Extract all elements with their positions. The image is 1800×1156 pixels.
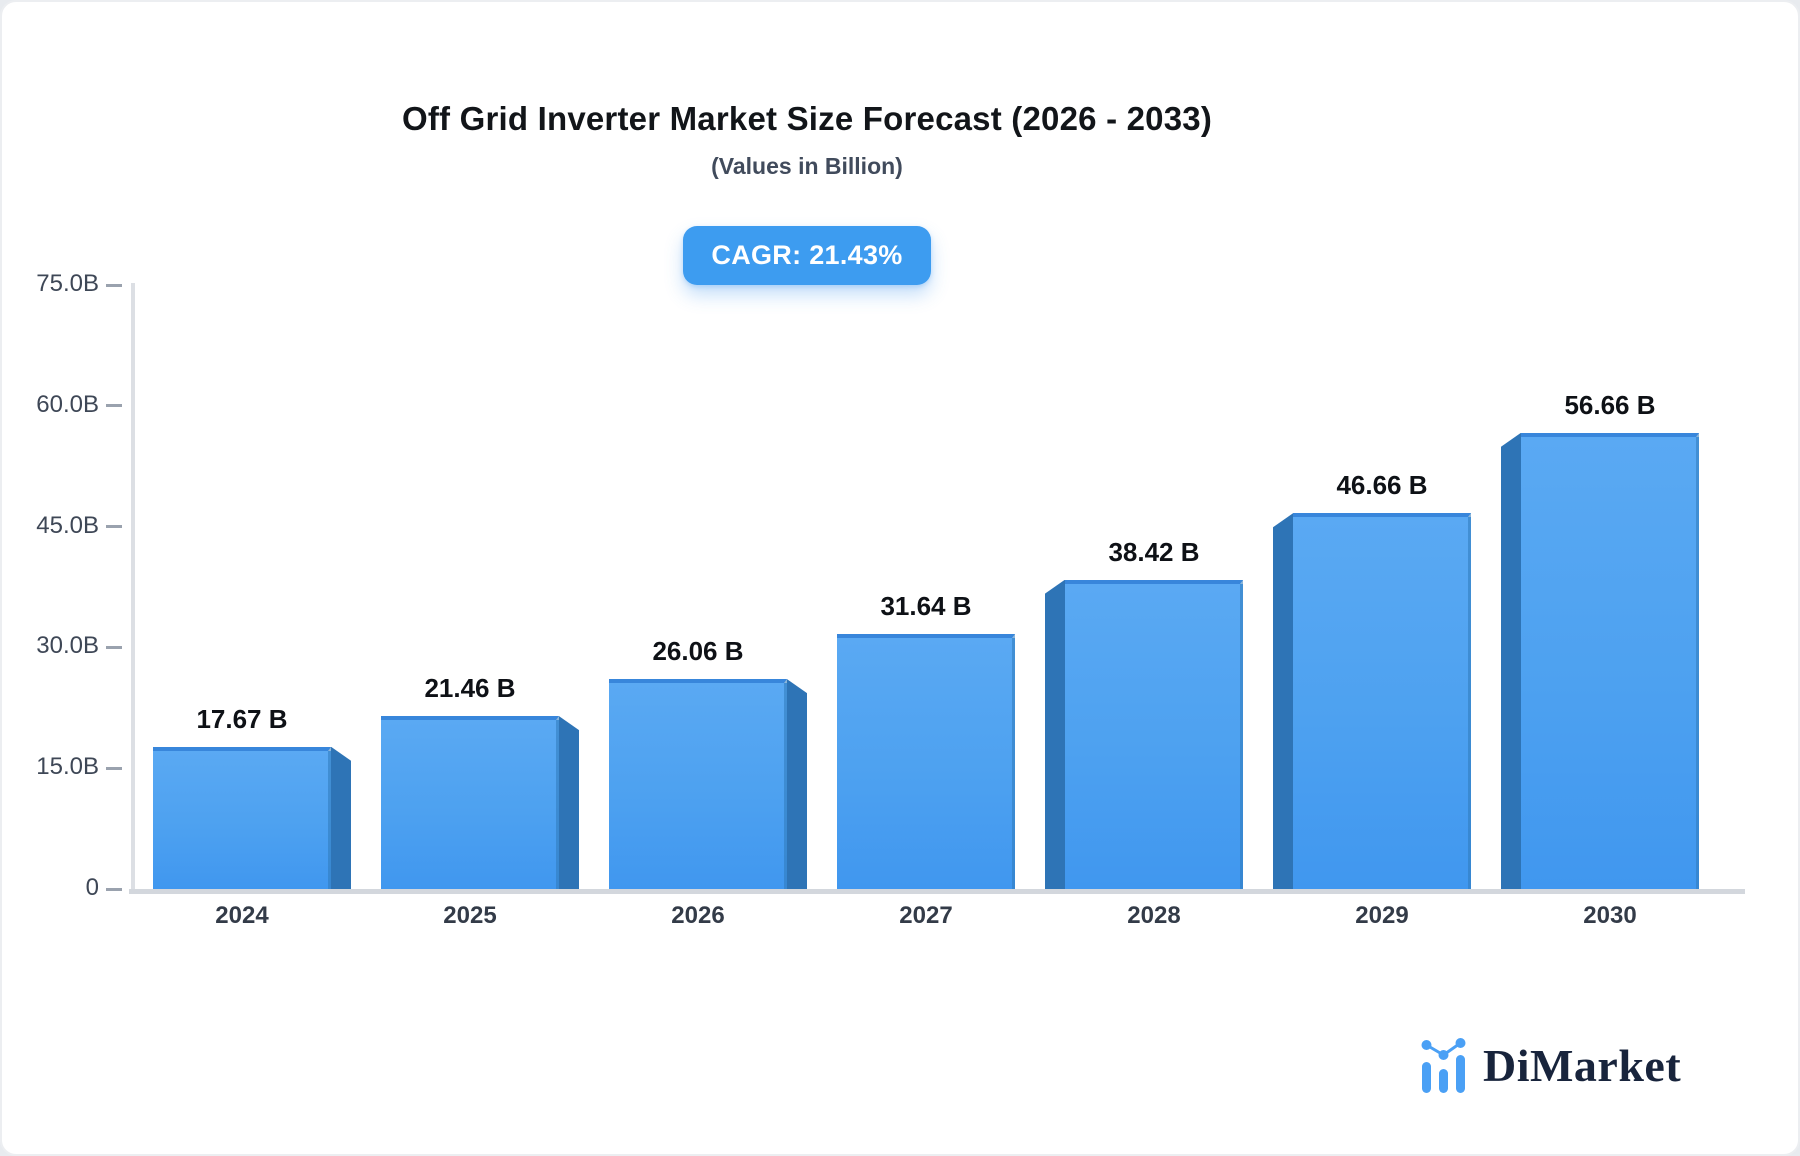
chart-title: Off Grid Inverter Market Size Forecast (… [401, 100, 1213, 137]
y-axis-tick-label: 30.0B [36, 632, 99, 660]
y-axis-tick-label: 15.0B [36, 753, 99, 781]
y-axis-tick [106, 525, 122, 529]
x-axis-baseline [129, 889, 1745, 894]
y-axis-tick-label: 60.0B [36, 390, 99, 418]
x-axis-label: 2025 [443, 902, 497, 929]
x-axis-label: 2029 [1355, 902, 1409, 929]
bar-3d-side [1045, 579, 1065, 889]
y-axis-tick-label: 75.0B [36, 270, 99, 297]
bar-value-label: 26.06 B [652, 636, 744, 667]
y-axis-tick [106, 404, 122, 408]
bar-2029 [1293, 513, 1471, 889]
y-axis-line [131, 283, 135, 891]
bar-2027 [837, 634, 1015, 889]
bar-2030 [1521, 432, 1699, 889]
dimarket-logo: DiMarket [1420, 1034, 1681, 1096]
bar-value-label: 17.67 B [196, 703, 288, 734]
bar-2024 [153, 746, 331, 889]
bar-2028 [1065, 579, 1243, 889]
y-axis-tick [106, 887, 122, 891]
x-axis-label: 2026 [671, 902, 725, 929]
bar-3d-side [559, 716, 579, 889]
bar-3d-side [787, 679, 807, 889]
x-axis-label: 2028 [1127, 902, 1181, 929]
bar-3d-side [331, 746, 351, 889]
y-axis-tick [106, 645, 122, 649]
x-axis-label: 2027 [899, 902, 953, 929]
bar-value-label: 46.66 B [1336, 470, 1428, 501]
y-axis-tick-label: 0 [85, 874, 99, 901]
bar-value-label: 38.42 B [1108, 536, 1200, 567]
y-axis-tick [106, 283, 122, 287]
bar-value-label: 56.66 B [1564, 389, 1656, 420]
bar-3d-side [1501, 432, 1521, 889]
y-axis-tick [106, 766, 122, 770]
x-axis-label: 2030 [1583, 902, 1637, 929]
chart-subtitle: (Values in Billion) [711, 153, 903, 179]
bar-3d-side [1273, 513, 1293, 889]
dimarket-logo-text: DiMarket [1483, 1039, 1682, 1091]
bar-2025 [381, 716, 559, 889]
y-axis-tick-label: 45.0B [36, 511, 99, 539]
bar-value-label: 21.46 B [424, 673, 516, 704]
bar-chart-logo-icon [1421, 1037, 1466, 1093]
bar-value-label: 31.64 B [880, 591, 972, 622]
bar-2026 [609, 679, 787, 889]
cagr-badge: CAGR: 21.43% [683, 226, 931, 285]
x-axis-label: 2024 [215, 902, 269, 929]
